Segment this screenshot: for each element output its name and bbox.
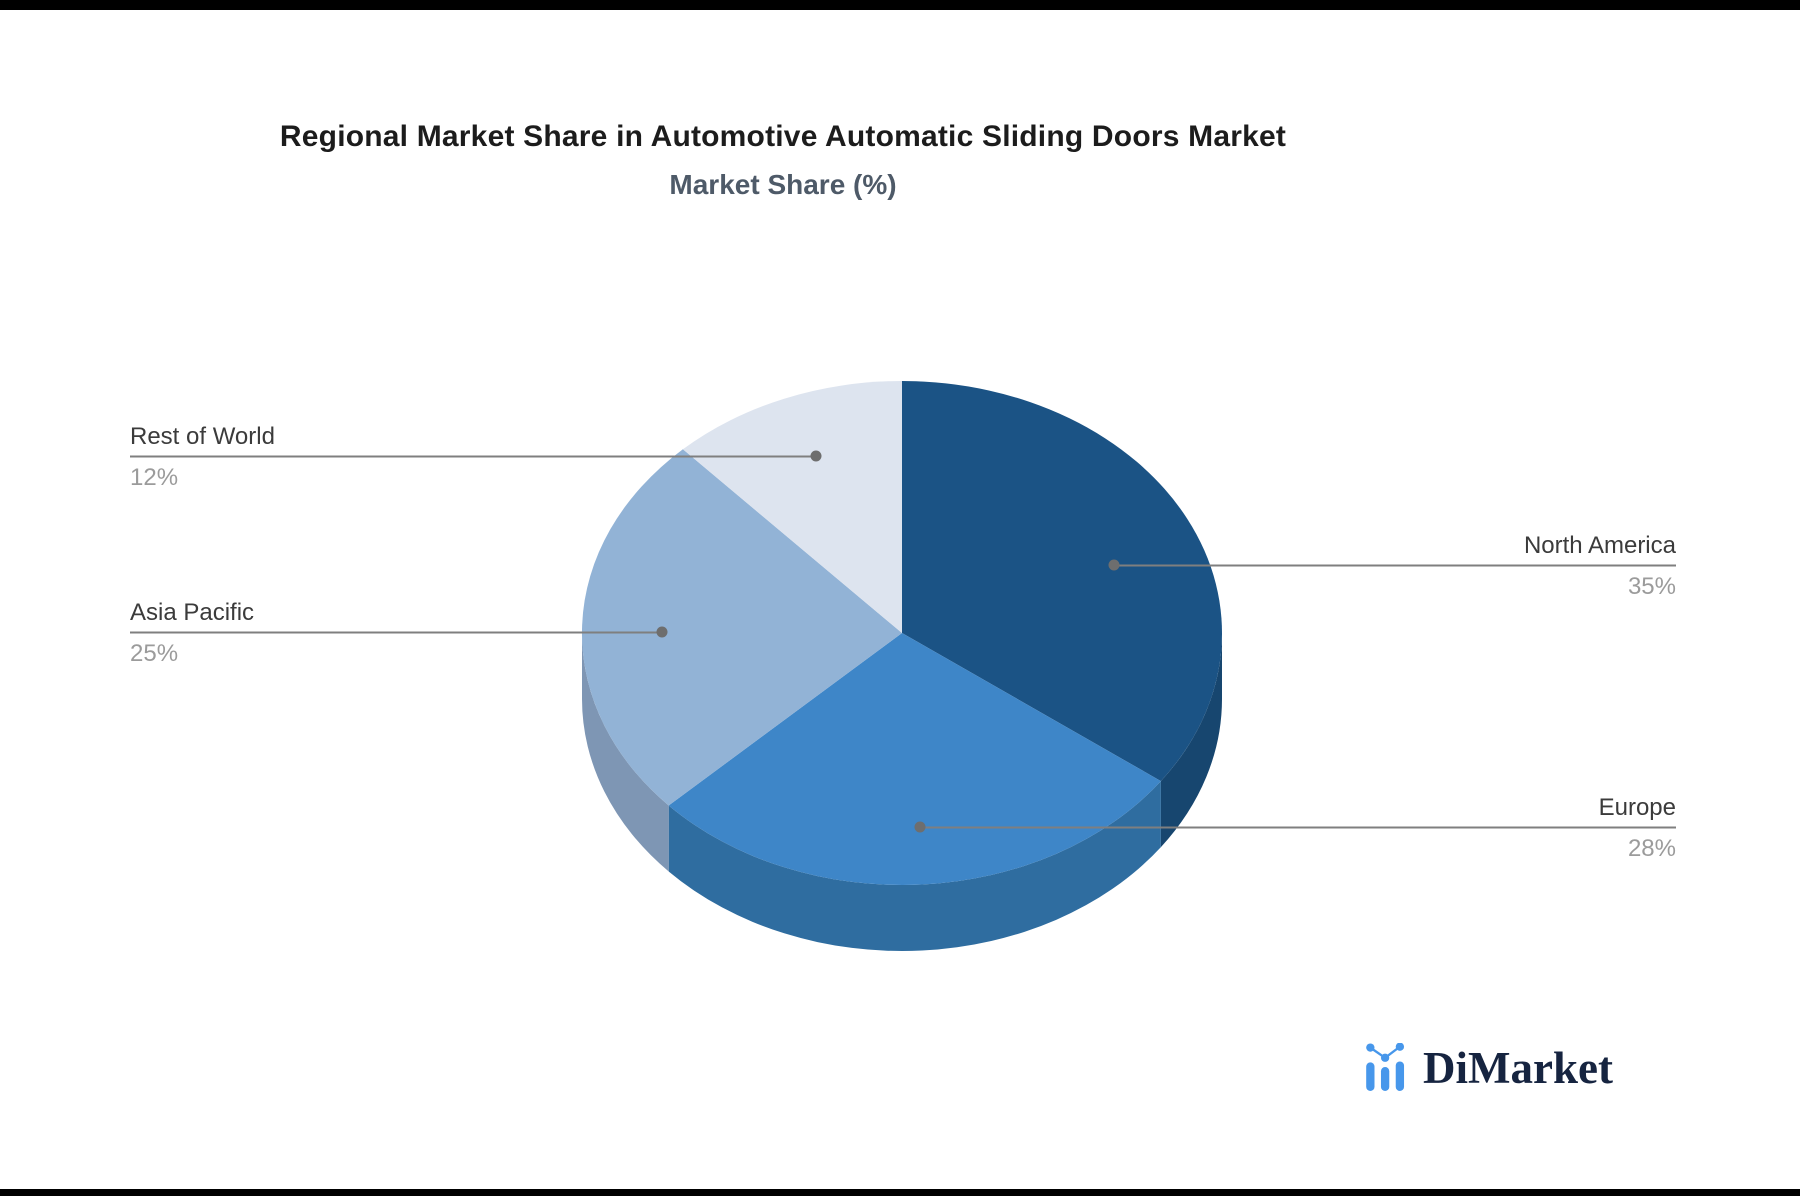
callout-dot-rest-of-world [810, 450, 822, 462]
pie-slice-asia-pacific[interactable] [581, 449, 902, 806]
pie-slice-side-asia-pacific [582, 633, 669, 872]
slice-value: 25% [130, 640, 179, 667]
pie-slice-europe[interactable] [668, 633, 1161, 886]
callout-dot-north-america [1108, 559, 1120, 571]
window-top-bar [0, 0, 1800, 10]
chart-subtitle: Market Share (%) [669, 169, 897, 200]
dimarket-logo: DiMarket [1366, 1043, 1613, 1091]
slice-value: 12% [130, 464, 179, 491]
callout-dot-asia-pacific [656, 626, 668, 638]
pie-slice-rest-of-world[interactable] [682, 381, 902, 633]
logo-wordmark: DiMarket [1423, 1043, 1613, 1093]
window-bottom-bar [0, 1189, 1800, 1196]
pie-slice-side-europe [668, 781, 1161, 952]
slice-value: 35% [1627, 573, 1676, 600]
slice-label: North America [1523, 532, 1676, 559]
slice-label: Rest of World [130, 423, 275, 450]
slice-value: 28% [1627, 835, 1676, 862]
chart-title: Regional Market Share in Automotive Auto… [279, 120, 1287, 153]
bar-line-chart-icon [1366, 1043, 1405, 1091]
callout-dot-europe [914, 821, 926, 833]
slice-label: Asia Pacific [130, 599, 255, 626]
pie-slice-side-north-america [1160, 633, 1222, 848]
pie-slice-north-america[interactable] [902, 381, 1222, 782]
slice-label: Europe [1598, 794, 1676, 821]
